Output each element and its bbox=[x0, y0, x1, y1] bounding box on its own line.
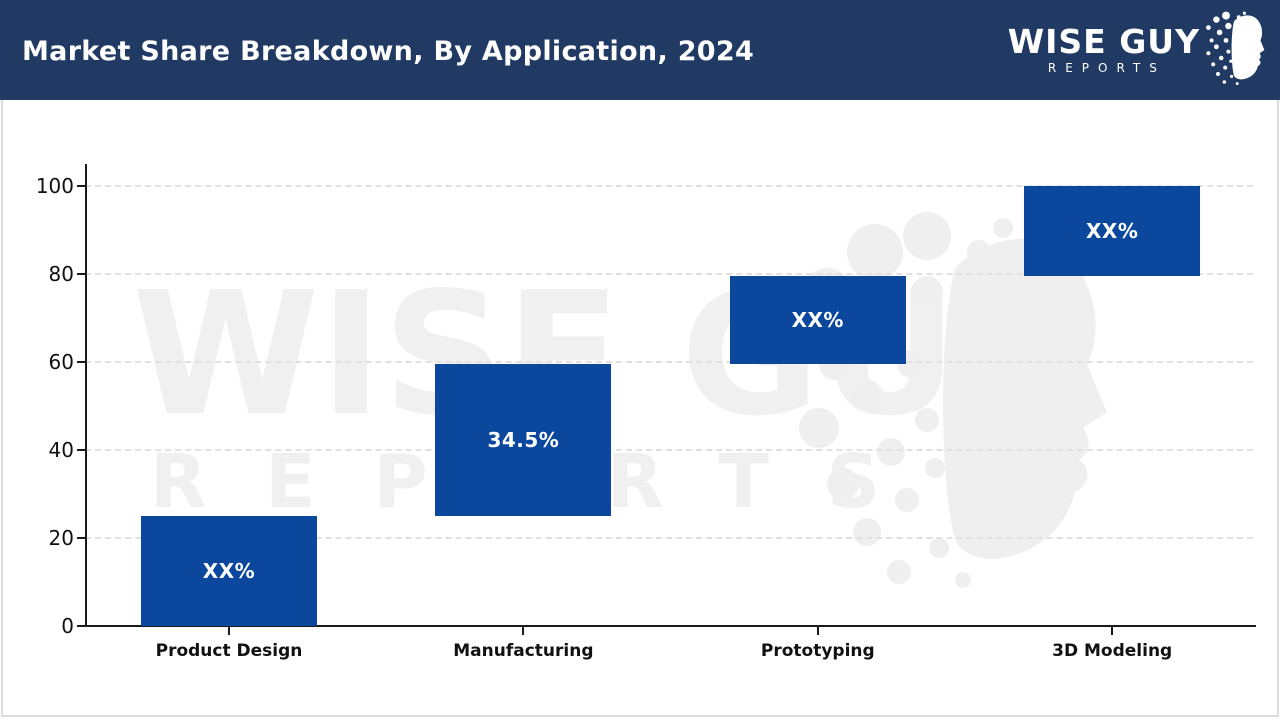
x-tick bbox=[228, 627, 230, 635]
y-tick-label: 60 bbox=[48, 350, 74, 374]
bar-3d-modeling: XX% bbox=[1024, 186, 1201, 277]
bar-prototyping: XX% bbox=[729, 276, 906, 365]
y-tick bbox=[77, 537, 85, 539]
gridline bbox=[85, 449, 1253, 451]
bar-manufacturing: 34.5% bbox=[435, 364, 612, 516]
x-tick bbox=[522, 627, 525, 635]
bar-value-label: XX% bbox=[1085, 219, 1139, 244]
x-axis bbox=[85, 625, 1256, 627]
brand-head-icon bbox=[1206, 11, 1265, 86]
y-tick-label: 0 bbox=[61, 614, 74, 638]
x-tick-label: Prototyping bbox=[760, 641, 875, 661]
y-tick bbox=[77, 449, 85, 451]
y-tick bbox=[77, 273, 85, 275]
bar-value-label: XX% bbox=[202, 559, 256, 583]
bar-value-label: 34.5% bbox=[487, 428, 560, 453]
chart-title: Market Share Breakdown, By Application, … bbox=[22, 36, 755, 67]
header-bar: Market Share Breakdown, By Application, … bbox=[0, 0, 1280, 100]
y-tick-label: 20 bbox=[48, 526, 74, 550]
x-tick-label: Manufacturing bbox=[453, 641, 594, 661]
y-tick-label: 40 bbox=[48, 438, 74, 462]
gridline bbox=[85, 361, 1253, 363]
gridline bbox=[85, 537, 1253, 539]
bar-product-design: XX% bbox=[141, 516, 317, 626]
x-tick-label: Product Design bbox=[155, 641, 303, 661]
y-tick-label: 100 bbox=[35, 174, 74, 198]
brand-subtitle: REPORTS bbox=[1047, 61, 1166, 75]
brand-logo: WISE GUY REPORTS bbox=[1008, 6, 1274, 94]
y-tick bbox=[77, 185, 85, 187]
y-axis bbox=[85, 164, 87, 627]
y-tick bbox=[77, 625, 85, 627]
brand-name: WISE GUY bbox=[1007, 22, 1200, 61]
brand-logo-text: WISE GUY REPORTS bbox=[1008, 24, 1200, 76]
gridline bbox=[85, 185, 1253, 187]
gridline bbox=[85, 273, 1253, 275]
x-tick-label: 3D Modeling bbox=[1052, 641, 1173, 661]
x-tick bbox=[816, 627, 819, 635]
y-tick bbox=[77, 361, 85, 363]
y-tick-label: 80 bbox=[48, 262, 74, 286]
x-tick bbox=[1111, 627, 1114, 635]
bar-value-label: XX% bbox=[791, 308, 844, 333]
